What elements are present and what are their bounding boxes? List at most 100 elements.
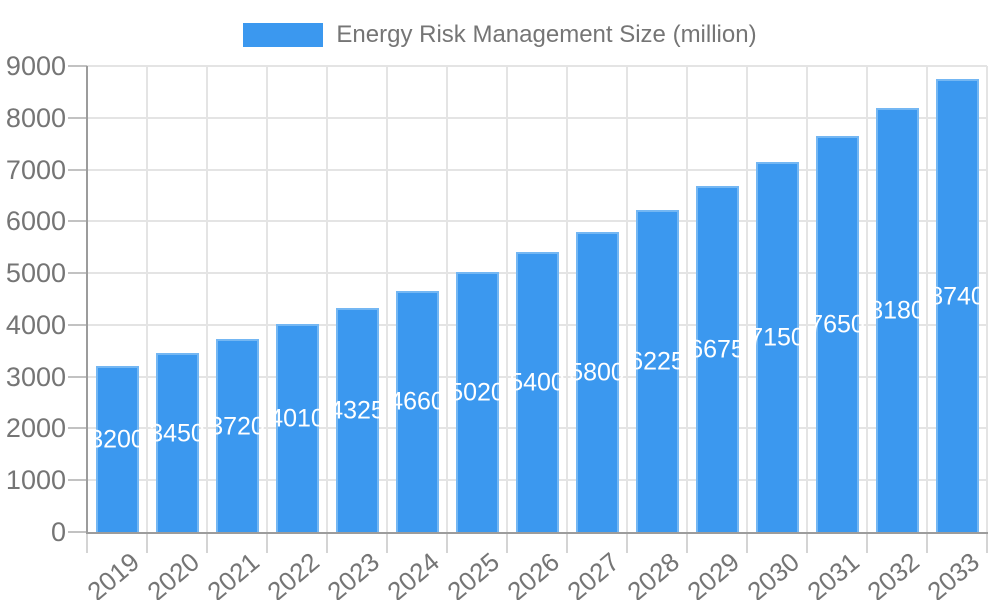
bar-value-label: 3200 — [89, 425, 145, 454]
x-axis-tick-label: 2025 — [441, 546, 505, 600]
bar-value-label: 5400 — [509, 368, 565, 397]
bar-value-label: 5800 — [569, 358, 625, 387]
y-axis-tick-label: 6000 — [5, 206, 66, 237]
bar[interactable] — [275, 324, 319, 532]
v-gridline — [866, 66, 868, 532]
x-axis-tick-label: 2031 — [801, 546, 865, 600]
x-axis-tick-label: 2030 — [741, 546, 805, 600]
x-tick — [986, 534, 988, 553]
y-axis-line — [86, 66, 88, 532]
v-gridline — [206, 66, 208, 532]
y-tick — [68, 375, 87, 378]
h-gridline — [87, 220, 987, 223]
bar[interactable] — [935, 79, 979, 532]
v-gridline — [446, 66, 448, 532]
x-tick — [626, 534, 628, 553]
x-tick — [746, 534, 748, 553]
y-tick — [68, 220, 87, 223]
v-gridline — [986, 66, 988, 532]
v-gridline — [806, 66, 808, 532]
bar[interactable] — [215, 339, 259, 532]
x-tick — [866, 534, 868, 553]
y-axis-tick-label: 3000 — [5, 361, 66, 392]
x-axis-tick-label: 2026 — [501, 546, 565, 600]
bar[interactable] — [455, 272, 499, 532]
v-gridline — [926, 66, 928, 532]
x-axis-line — [86, 532, 988, 534]
v-gridline — [266, 66, 268, 532]
h-gridline — [87, 168, 987, 171]
v-gridline — [566, 66, 568, 532]
y-axis-tick-label: 0 — [50, 517, 66, 547]
x-axis-tick-label: 2033 — [921, 546, 985, 600]
legend-swatch-icon — [243, 23, 324, 47]
v-gridline — [326, 66, 328, 532]
bar-value-label: 5020 — [449, 378, 505, 407]
bar[interactable] — [575, 231, 619, 532]
v-gridline — [686, 66, 688, 532]
bar-value-label: 3720 — [209, 412, 265, 441]
x-axis-tick-label: 2020 — [141, 546, 205, 600]
y-tick — [68, 168, 87, 171]
x-tick — [926, 534, 928, 553]
x-tick — [806, 534, 808, 553]
bar-value-label: 8180 — [869, 296, 925, 325]
x-tick — [386, 534, 388, 553]
bar[interactable] — [335, 308, 379, 532]
bar[interactable] — [395, 290, 439, 532]
x-axis-tick-label: 2022 — [261, 546, 325, 600]
y-tick — [68, 479, 87, 482]
v-gridline — [506, 66, 508, 532]
x-tick — [446, 534, 448, 553]
bar[interactable] — [755, 161, 799, 532]
v-gridline — [386, 66, 388, 532]
bar-value-label: 3450 — [149, 419, 205, 448]
x-tick — [686, 534, 688, 553]
x-tick — [86, 534, 88, 553]
x-axis-tick-label: 2027 — [561, 546, 625, 600]
x-tick — [266, 534, 268, 553]
bar[interactable] — [875, 108, 919, 532]
y-tick — [68, 323, 87, 326]
x-tick — [206, 534, 208, 553]
bar[interactable] — [155, 353, 199, 532]
h-gridline — [87, 65, 987, 67]
bar-value-label: 4325 — [329, 396, 385, 425]
bar-value-label: 6675 — [689, 335, 745, 364]
x-axis-tick-label: 2024 — [381, 546, 445, 600]
y-axis-tick-label: 2000 — [5, 413, 66, 444]
x-axis-tick-label: 2019 — [81, 546, 145, 600]
y-tick — [68, 272, 87, 275]
bar-value-label: 7650 — [809, 310, 865, 339]
bar-value-label: 4010 — [269, 404, 325, 433]
y-axis-tick-label: 4000 — [5, 309, 66, 340]
bar[interactable] — [815, 135, 859, 532]
x-tick — [566, 534, 568, 553]
bar-value-label: 7150 — [749, 323, 805, 352]
chart-legend[interactable]: Energy Risk Management Size (million) — [0, 20, 1000, 50]
x-axis-tick-label: 2021 — [201, 546, 265, 600]
v-gridline — [746, 66, 748, 532]
y-axis-tick-label: 8000 — [5, 102, 66, 133]
x-tick — [146, 534, 148, 553]
bar[interactable] — [515, 252, 559, 532]
bar[interactable] — [95, 366, 139, 532]
x-axis-tick-label: 2028 — [621, 546, 685, 600]
y-tick — [68, 65, 87, 67]
bar[interactable] — [695, 186, 739, 532]
x-axis-tick-label: 2023 — [321, 546, 385, 600]
y-axis-tick-label: 1000 — [5, 465, 66, 496]
x-tick — [506, 534, 508, 553]
bar[interactable] — [635, 209, 679, 532]
bar-value-label: 4660 — [389, 387, 445, 416]
v-gridline — [626, 66, 628, 532]
legend-label: Energy Risk Management Size (million) — [336, 21, 757, 48]
y-axis-tick-label: 7000 — [5, 154, 66, 185]
x-axis-tick-label: 2029 — [681, 546, 745, 600]
y-tick — [68, 116, 87, 119]
x-tick — [326, 534, 328, 553]
h-gridline — [87, 116, 987, 119]
y-tick — [68, 531, 87, 533]
y-tick — [68, 427, 87, 430]
